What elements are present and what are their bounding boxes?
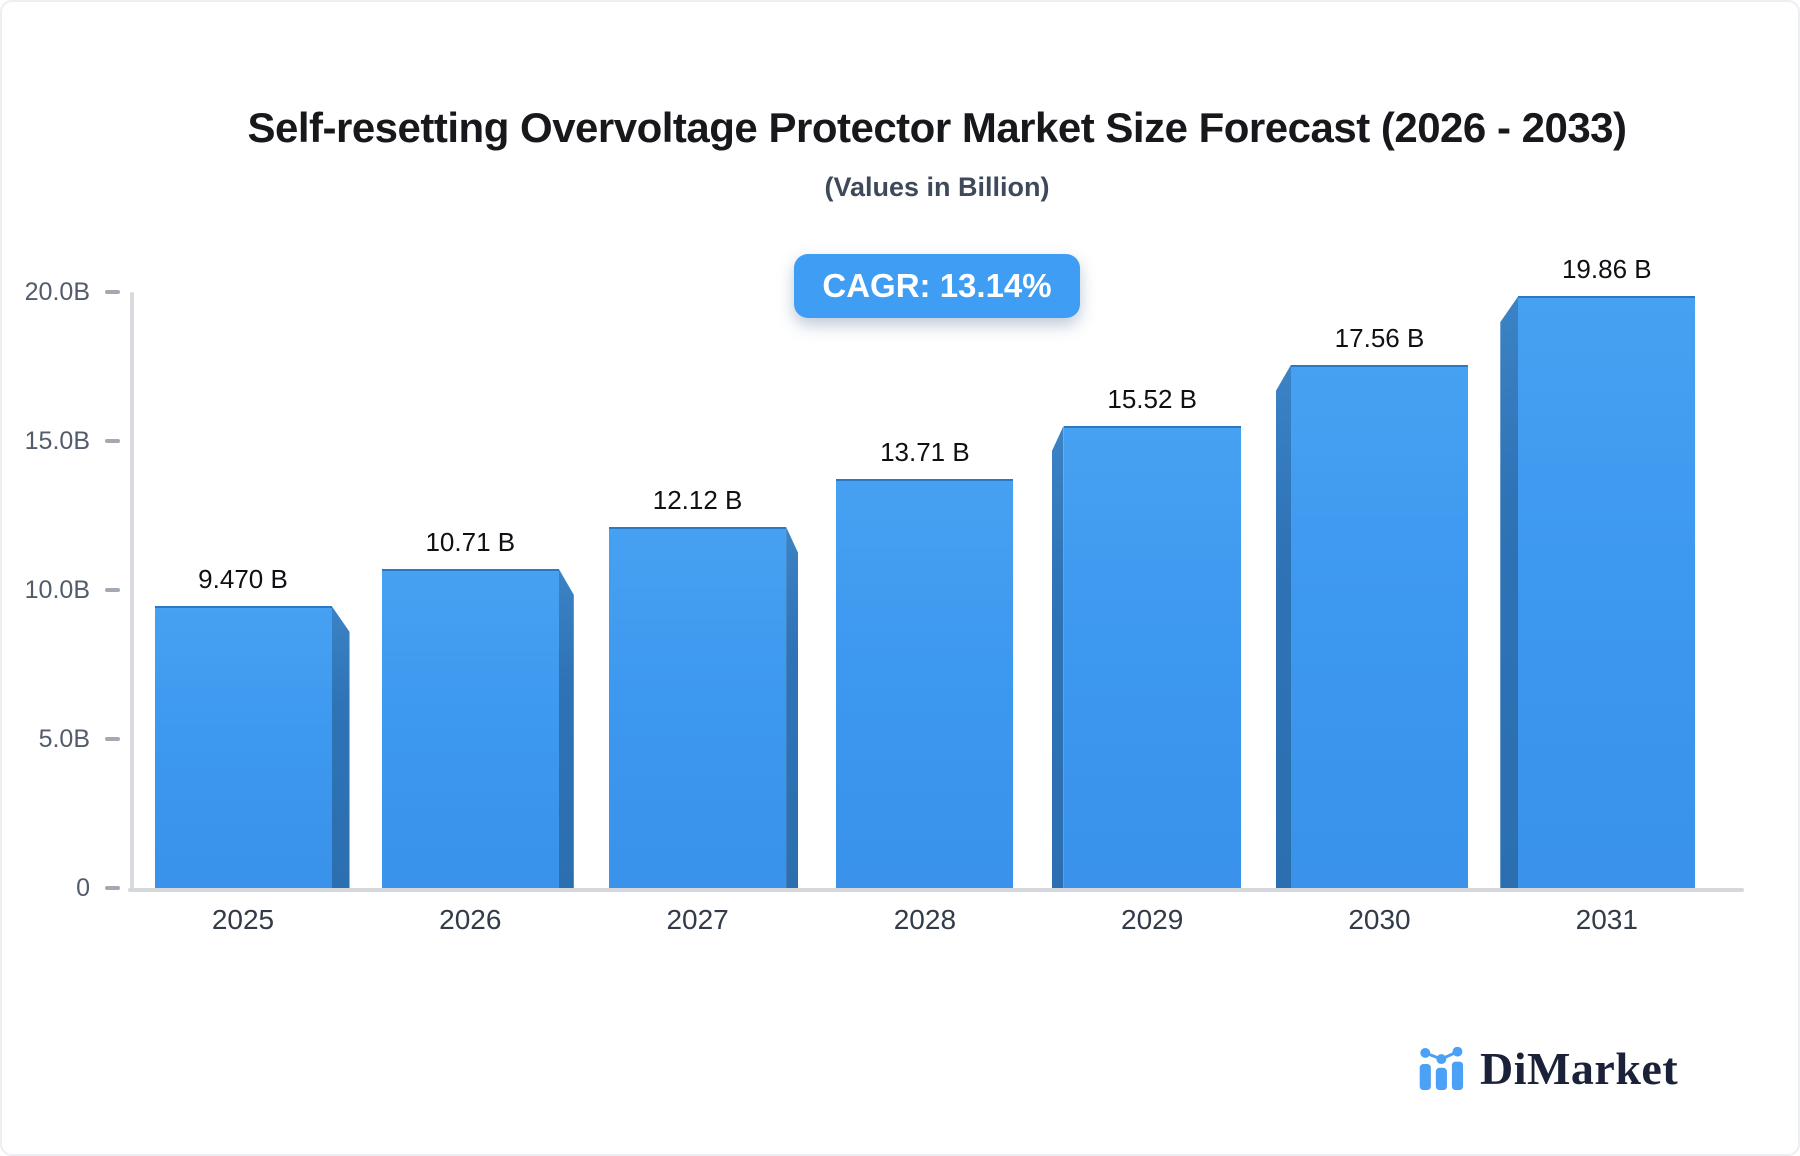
dimarket-logo-icon: [1419, 1046, 1464, 1090]
bar-2027: [609, 526, 787, 888]
x-axis-label: 2027: [666, 904, 729, 935]
bar-2025: [154, 605, 332, 888]
bar-value-label: 13.71 B: [880, 437, 970, 468]
y-axis-tick: [105, 290, 120, 294]
bar-2029: [1063, 425, 1241, 888]
bar-2031: [1518, 296, 1696, 888]
y-axis-label: 15.0B: [24, 427, 90, 455]
bar-value-label: 10.71 B: [425, 526, 516, 557]
bar-side: [331, 605, 350, 888]
dimarket-logo: DiMarket: [1416, 1042, 1678, 1095]
x-axis-label: 2030: [1348, 904, 1411, 935]
x-axis-label: 2026: [439, 904, 502, 935]
bar-2026: [381, 568, 559, 888]
bar-side: [786, 526, 799, 888]
y-axis-label: 5.0B: [38, 725, 90, 753]
x-axis-line: [128, 888, 1744, 892]
x-axis-label: 2028: [893, 904, 957, 935]
y-axis-tick: [105, 439, 120, 443]
bar-value-label: 17.56 B: [1334, 322, 1425, 353]
bar-side: [1276, 364, 1291, 888]
bar-value-label: 15.52 B: [1107, 383, 1197, 414]
y-axis-label: 20.0B: [24, 278, 90, 306]
chart-title: Self-resetting Overvoltage Protector Mar…: [247, 104, 1627, 151]
bar-side: [1051, 425, 1064, 888]
y-axis-label: 0: [76, 874, 90, 902]
y-axis-tick: [105, 886, 120, 890]
bar-side: [558, 568, 574, 888]
bar-value-label: 9.470 B: [198, 563, 288, 594]
bar-side: [1500, 296, 1519, 888]
chart-subtitle: (Values in Billion): [824, 172, 1050, 202]
x-axis-label: 2029: [1121, 904, 1184, 935]
bar-value-label: 19.86 B: [1561, 254, 1652, 285]
bar-2030: [1291, 364, 1468, 888]
bar-2028: [836, 479, 1014, 888]
dimarket-logo-text: DiMarket: [1480, 1043, 1679, 1094]
x-axis-label: 2025: [211, 904, 275, 935]
y-axis-tick: [105, 737, 120, 741]
cagr-badge: CAGR: 13.14%: [794, 254, 1080, 318]
cagr-badge-row: CAGR: 13.14%: [130, 254, 1744, 318]
x-axis-label: 2031: [1575, 904, 1638, 935]
bar-value-label: 12.12 B: [652, 484, 743, 515]
y-axis-label: 10.0B: [24, 576, 90, 604]
y-axis-tick: [105, 588, 120, 592]
y-axis-line: [130, 292, 134, 892]
